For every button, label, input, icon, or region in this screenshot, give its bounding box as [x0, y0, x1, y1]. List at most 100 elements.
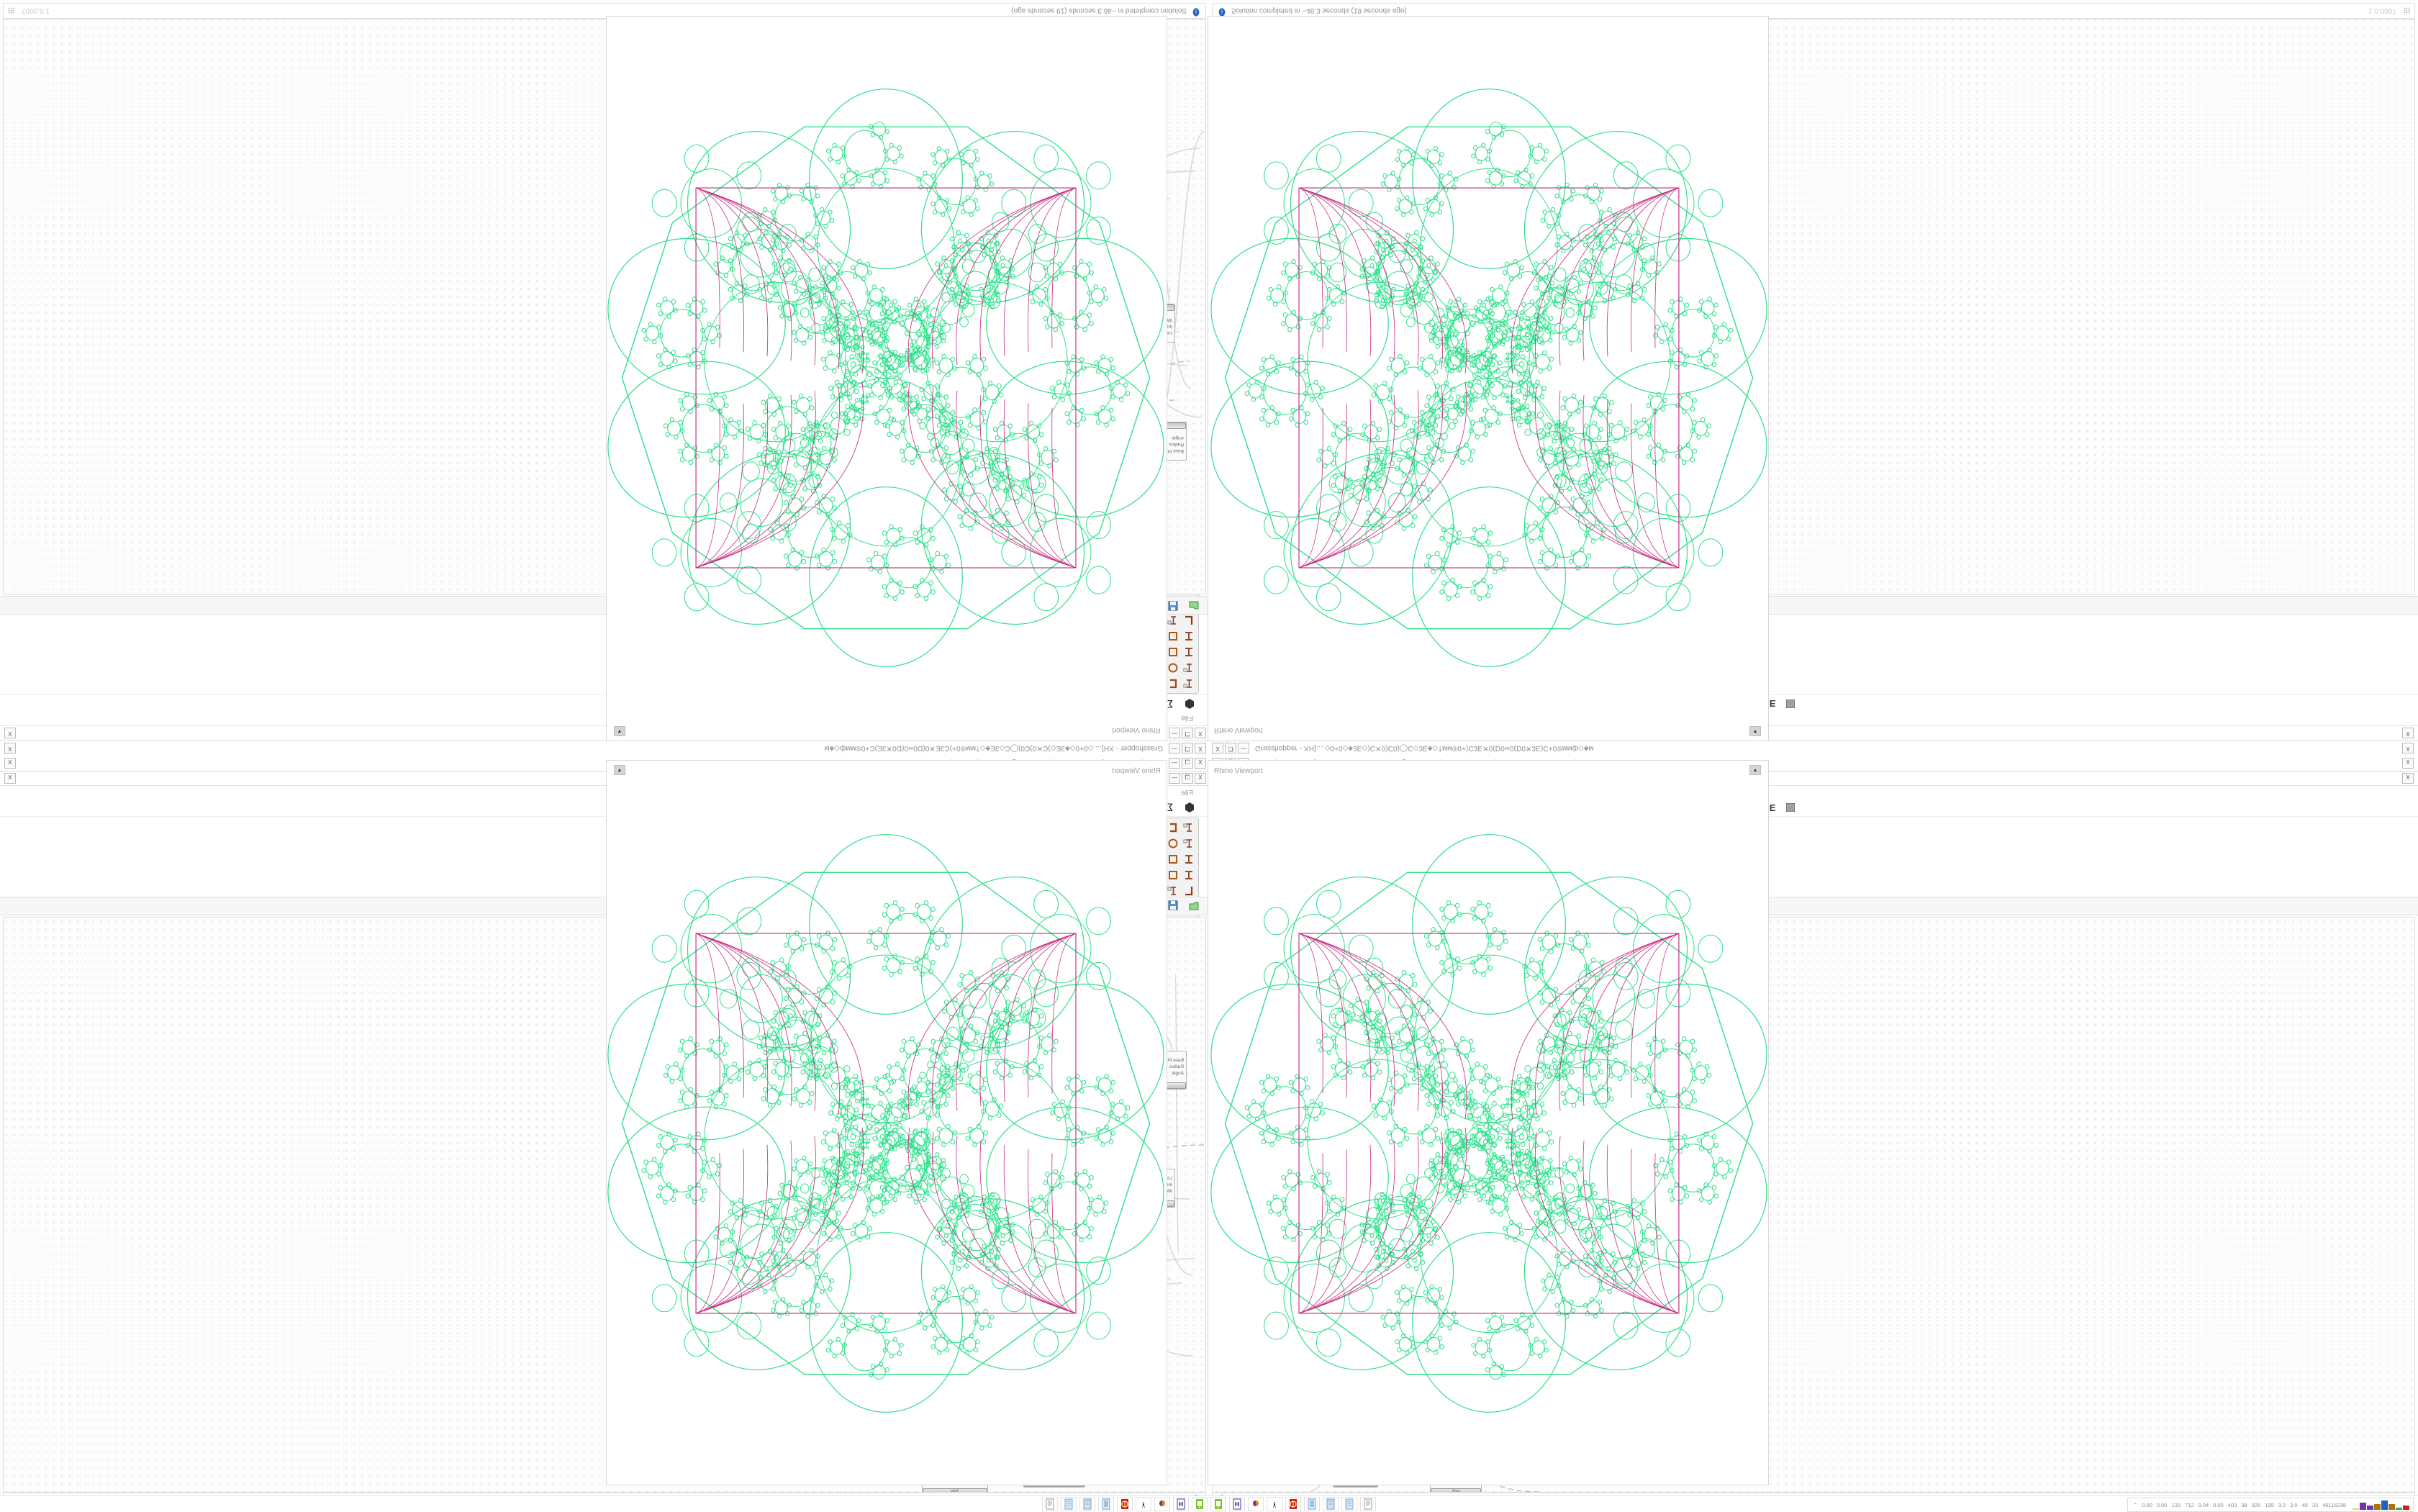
close-button[interactable]: X: [1195, 758, 1206, 769]
tray-number: 133: [2171, 1501, 2181, 1508]
taskbar-orange-circle-app-icon[interactable]: [1248, 1497, 1264, 1511]
close-button-right[interactable]: X: [2402, 743, 2414, 753]
taskbar-blue-doc2-icon[interactable]: [1323, 1497, 1339, 1511]
ribbon-icon-cell[interactable]: [1164, 612, 1180, 628]
save-icon[interactable]: [1165, 599, 1179, 612]
ribbon-icon-cell[interactable]: [1180, 675, 1196, 691]
maximize-button[interactable]: ❐: [1182, 773, 1193, 784]
rhino-viewport-bottom-right[interactable]: Rhino Viewport ▲: [1208, 760, 1769, 1485]
close-button-right[interactable]: X: [4, 773, 16, 784]
ribbon-icon-cell[interactable]: [1180, 852, 1196, 868]
tray-chevron-icon[interactable]: ⌃: [2132, 1501, 2138, 1508]
ribbon-icon-cell[interactable]: [1164, 852, 1180, 868]
window-titlebar[interactable]: X❐—Grasshopper - XH]....◇0+0◇♣3E◇)C✕0)C0…: [0, 740, 1209, 756]
system-tray-stats[interactable]: ⌃ 0.00 0.00 133 712 0.04 0.00 403 38 325 199 3.0 3.0…: [2127, 1498, 2414, 1512]
tab-letter-e2-icon[interactable]: E: [1769, 698, 1776, 709]
ribbon-icon-cell[interactable]: [1180, 836, 1196, 852]
ribbon-icon-cell[interactable]: [1164, 868, 1180, 884]
maximize-button[interactable]: ❐: [1182, 758, 1193, 769]
maths-sigma-icon[interactable]: Σ: [1164, 697, 1176, 710]
taskbar-document-list-icon[interactable]: [1360, 1497, 1376, 1511]
minimize-button[interactable]: —: [1169, 758, 1180, 769]
square-tube-icon: [1166, 645, 1179, 658]
angle-l-icon: [1182, 613, 1195, 626]
ribbon-icon-cell[interactable]: [1180, 659, 1196, 675]
rhino-viewport-top-right[interactable]: Rhino Viewport ▲: [1208, 16, 1769, 741]
ribbon-icon-cell[interactable]: [1180, 643, 1196, 659]
minimize-button[interactable]: —: [1169, 773, 1180, 784]
viewport-maximize-button[interactable]: ▲: [614, 726, 625, 736]
open-file-icon[interactable]: [1186, 900, 1200, 913]
taskbar-blue-doc-icon[interactable]: [1061, 1497, 1077, 1511]
close-button[interactable]: X: [1212, 743, 1223, 753]
taskbar-blue-doc-icon[interactable]: [1341, 1497, 1357, 1511]
close-button[interactable]: X: [1195, 773, 1206, 784]
close-button-right[interactable]: X: [2402, 758, 2414, 769]
ribbon-icon-cell[interactable]: [1180, 868, 1196, 884]
taskbar-red-app-icon[interactable]: [1117, 1497, 1133, 1511]
svg-text:Σ: Σ: [1167, 698, 1174, 709]
taskbar-blue-h-app-icon[interactable]: H: [1229, 1497, 1245, 1511]
close-button-right[interactable]: X: [2402, 728, 2414, 738]
halftone-grid-icon[interactable]: [1785, 697, 1797, 710]
viewport-maximize-button[interactable]: ▲: [1749, 765, 1761, 775]
taskbar-green-phone-icon[interactable]: [1192, 1497, 1208, 1511]
ribbon-icon-cell[interactable]: [1164, 675, 1180, 691]
rhino-viewport-top-left[interactable]: Rhino Viewport ▲: [606, 16, 1167, 741]
taskbar-green-phone-icon[interactable]: [1210, 1497, 1226, 1511]
close-button[interactable]: X: [1195, 743, 1206, 753]
resize-grip[interactable]: [8, 7, 14, 14]
taskbar-blue-doc2-icon[interactable]: [1079, 1497, 1095, 1511]
taskbar-blue-doc3-icon[interactable]: [1304, 1497, 1320, 1511]
maximize-button[interactable]: ❐: [1182, 743, 1193, 753]
tab-letter-e2-icon[interactable]: E: [1769, 802, 1776, 813]
window-titlebar[interactable]: X❐—Grasshopper - XH]....◇0+0◇♣3E◇)C✕0)C0…: [1209, 740, 2418, 756]
ribbon-icon-cell[interactable]: [1180, 628, 1196, 643]
tray-number: 0.00: [2156, 1501, 2168, 1508]
ribbon-icon-cell[interactable]: [1164, 884, 1180, 900]
open-file-icon[interactable]: [1186, 599, 1200, 612]
close-button-right[interactable]: X: [4, 743, 16, 753]
tray-number: 33: [2311, 1501, 2319, 1508]
menu-item-file[interactable]: File: [1181, 714, 1193, 723]
maximize-button[interactable]: ❐: [1182, 728, 1193, 738]
ribbon-icon-cell[interactable]: [1180, 612, 1196, 628]
tray-number: 712: [2185, 1501, 2194, 1508]
svg-text:H: H: [1235, 1501, 1240, 1508]
ribbon-icon-cell[interactable]: [1164, 820, 1180, 836]
i-beam2-icon: [1182, 869, 1195, 882]
maths-sigma-icon[interactable]: Σ: [1164, 802, 1176, 814]
taskbar-document-list-icon[interactable]: [1042, 1497, 1058, 1511]
taskbar-black-white-app-icon[interactable]: [1267, 1497, 1282, 1511]
params-hexagon-icon[interactable]: [1183, 802, 1195, 814]
maximize-button[interactable]: ❐: [1225, 743, 1236, 753]
menu-item-file[interactable]: File: [1181, 788, 1193, 797]
close-button-right[interactable]: X: [4, 728, 16, 738]
rhino-viewport-bottom-left[interactable]: Rhino Viewport ▲: [606, 760, 1167, 1485]
halftone-grid-icon[interactable]: [1785, 802, 1797, 814]
i-beam-dim2-icon: [1182, 838, 1195, 851]
minimize-button[interactable]: —: [1169, 743, 1180, 753]
taskbar-orange-circle-app-icon[interactable]: [1154, 1497, 1170, 1511]
minimize-button[interactable]: —: [1238, 743, 1249, 753]
viewport-maximize-button[interactable]: ▲: [614, 765, 625, 775]
close-button-right[interactable]: X: [2402, 773, 2414, 784]
taskbar-red-app-icon[interactable]: [1285, 1497, 1301, 1511]
save-icon[interactable]: [1165, 900, 1179, 913]
taskbar-blue-doc3-icon[interactable]: [1098, 1497, 1114, 1511]
params-hexagon-icon[interactable]: [1183, 697, 1195, 710]
ribbon-icon-cell[interactable]: [1164, 643, 1180, 659]
ribbon-icon-cell[interactable]: [1164, 836, 1180, 852]
close-button-right[interactable]: X: [4, 758, 16, 769]
viewport-maximize-button[interactable]: ▲: [1749, 726, 1761, 736]
taskbar-blue-h-app-icon[interactable]: H: [1173, 1497, 1189, 1511]
ribbon-icon-cell[interactable]: [1164, 659, 1180, 675]
close-button[interactable]: X: [1195, 728, 1206, 738]
ribbon-icon-cell[interactable]: [1180, 820, 1196, 836]
ribbon-icon-cell[interactable]: [1180, 884, 1196, 900]
ribbon-icon-cell[interactable]: [1164, 628, 1180, 643]
minimize-button[interactable]: —: [1169, 728, 1180, 738]
taskbar-black-white-app-icon[interactable]: [1136, 1497, 1151, 1511]
resize-grip[interactable]: [2404, 7, 2410, 14]
